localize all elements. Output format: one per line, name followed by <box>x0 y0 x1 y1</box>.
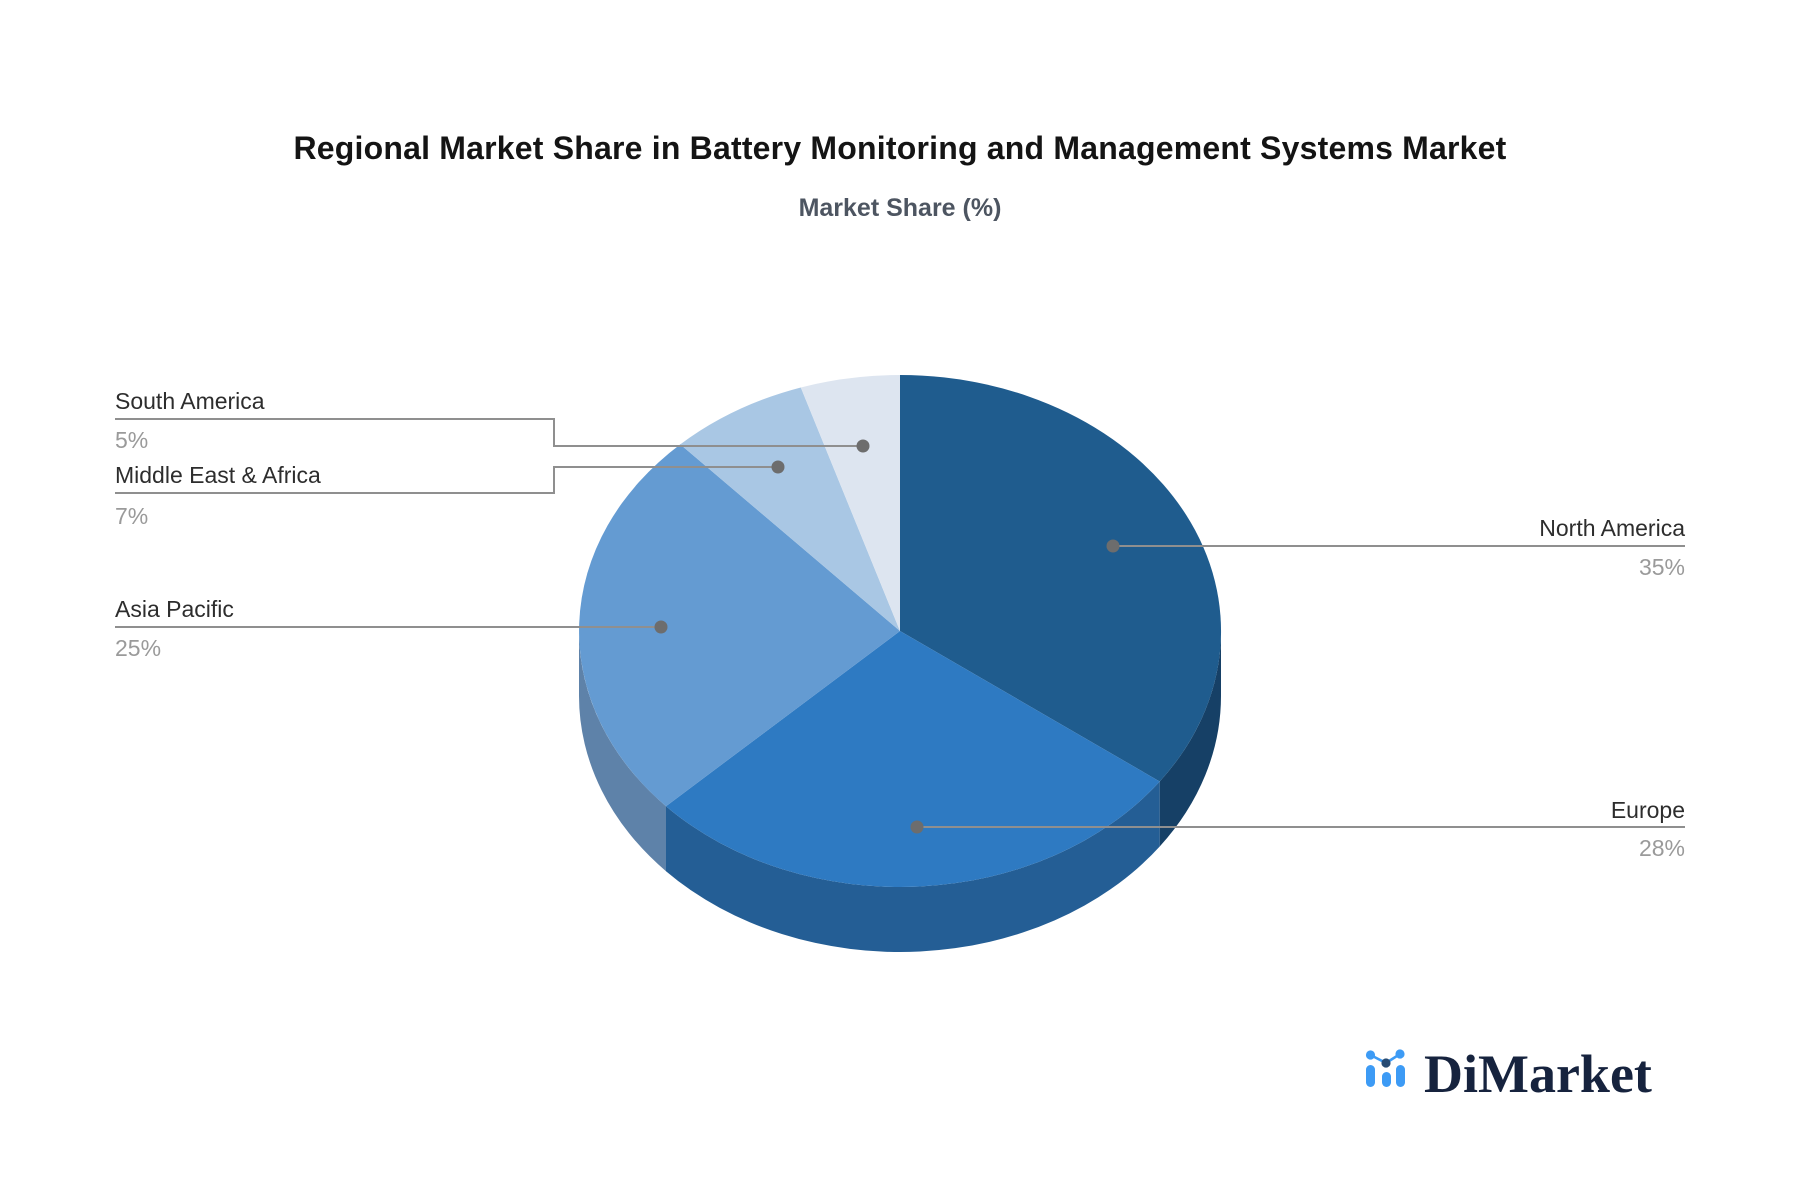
wall-north-america <box>1159 631 1221 847</box>
leader-dot-asia-pacific <box>654 620 668 634</box>
leader-dot-europe <box>910 820 924 834</box>
leader-line-south-america <box>115 418 863 447</box>
slice-south-america <box>800 375 900 631</box>
brand-name: DiMarket <box>1424 1044 1652 1104</box>
label-middle-east-africa: Middle East & Africa <box>115 462 321 488</box>
slice-middle-east-africa <box>680 387 900 631</box>
chart-subtitle: Market Share (%) <box>798 194 1002 222</box>
slice-asia-pacific <box>579 444 900 807</box>
wall-asia-pacific <box>579 631 666 872</box>
bar-chart-logo-icon <box>1365 1049 1405 1087</box>
slice-europe <box>666 631 1160 887</box>
label-europe: Europe <box>1610 797 1685 823</box>
label-asia-pacific: Asia Pacific <box>115 596 234 622</box>
wall-europe <box>666 781 1160 952</box>
label-north-america: North America <box>1539 515 1685 541</box>
leader-line-middle-east-africa <box>115 466 778 494</box>
label-south-america: South America <box>115 388 265 414</box>
leader-dot-north-america <box>1106 539 1120 553</box>
value-middle-east-africa: 7% <box>115 503 149 529</box>
value-north-america: 35% <box>1638 554 1685 580</box>
value-asia-pacific: 25% <box>115 635 162 661</box>
value-south-america: 5% <box>115 427 149 453</box>
value-europe: 28% <box>1638 835 1685 861</box>
leader-dot-south-america <box>856 439 870 453</box>
slice-north-america <box>900 375 1222 782</box>
leader-dot-middle-east-africa <box>771 460 785 474</box>
page-title: Regional Market Share in Battery Monitor… <box>293 130 1507 166</box>
